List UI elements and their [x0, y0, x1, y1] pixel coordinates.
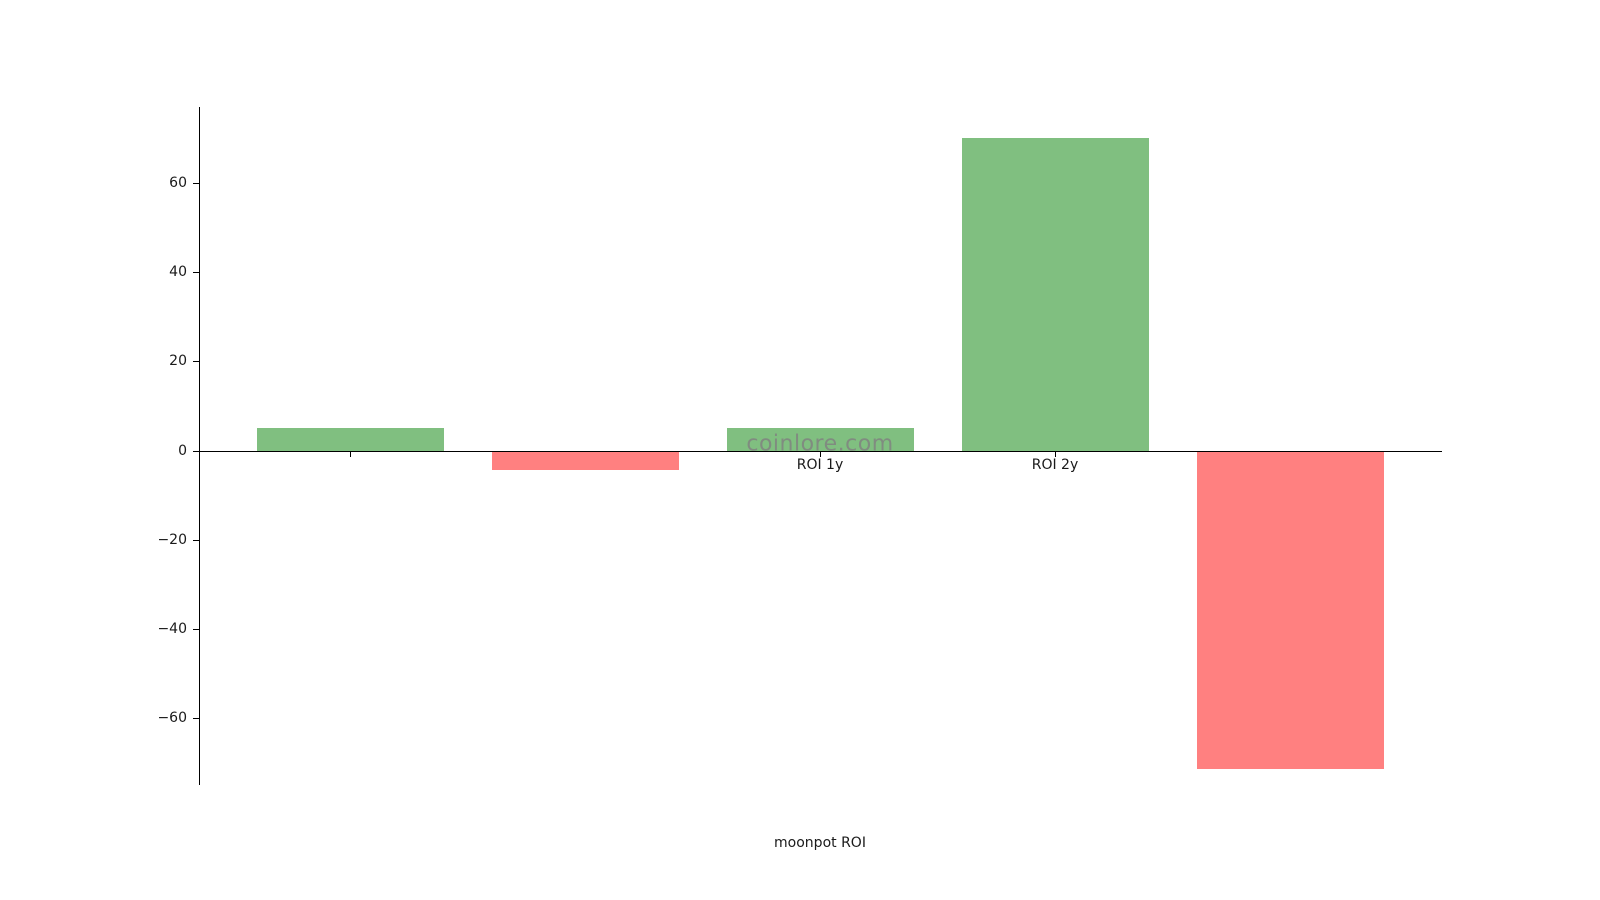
x-axis-zero-line — [199, 451, 1442, 452]
x-tick-label-roi-1y: ROI 1y — [796, 457, 844, 473]
y-tick-mark-40 — [193, 272, 199, 273]
y-tick-mark--20 — [193, 540, 199, 541]
x-tick-mark-3 — [1055, 452, 1056, 457]
watermark-text: coinlore.com — [746, 431, 894, 457]
y-tick-mark--40 — [193, 629, 199, 630]
y-tick-mark-20 — [193, 361, 199, 362]
x-tick-label-roi-2y: ROI 2y — [1031, 457, 1079, 473]
y-tick-label--60: −60 — [157, 710, 187, 726]
y-axis-spine — [199, 107, 200, 785]
y-tick-mark-0 — [193, 451, 199, 452]
chart-x-axis-title: moonpot ROI — [774, 835, 866, 851]
y-tick-label--40: −40 — [157, 621, 187, 637]
y-tick-label-40: 40 — [169, 264, 187, 280]
bar-index-0 — [256, 428, 444, 451]
y-tick-label--20: −20 — [157, 532, 187, 548]
y-tick-label-20: 20 — [169, 353, 187, 369]
bar-index-4 — [1196, 451, 1384, 769]
bar-roi-2y — [961, 138, 1149, 451]
y-tick-mark-60 — [193, 183, 199, 184]
y-tick-mark--60 — [193, 718, 199, 719]
bar-index-1 — [491, 451, 679, 470]
x-tick-mark-2 — [820, 452, 821, 457]
y-tick-label-0: 0 — [178, 443, 187, 459]
x-tick-mark-0 — [350, 452, 351, 457]
bar-roi-1y — [726, 428, 914, 451]
y-tick-label-60: 60 — [169, 175, 187, 191]
